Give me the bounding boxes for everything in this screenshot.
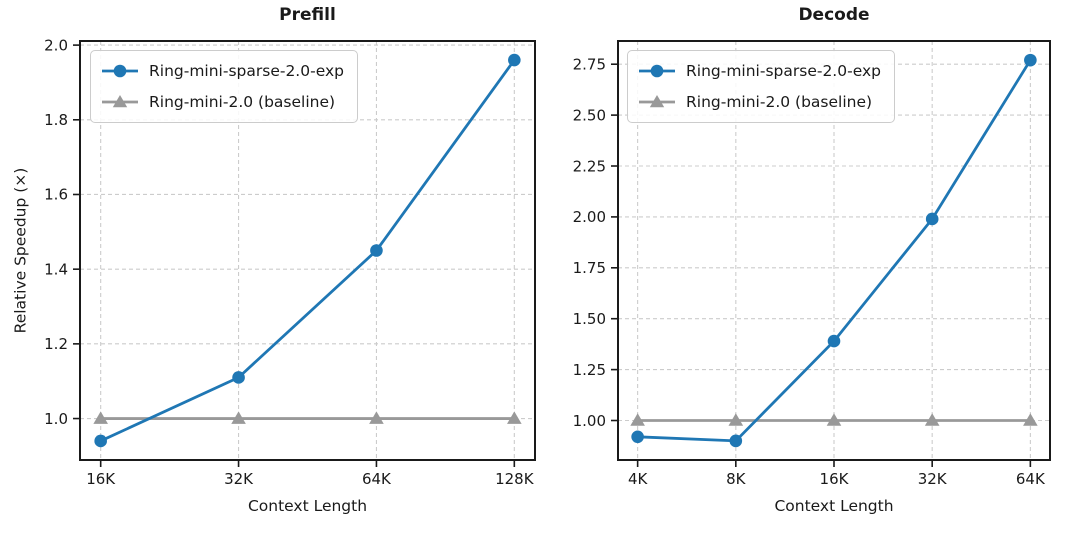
plot-area: 1.00 1.25 1.50 1.75 2.00 2.25 2.50 2.75 4K 8K 16K 3… — [573, 40, 1051, 488]
panel-prefill: Prefill Relative Speedup (×) 1.0 1.2 1.4 1.… — [12, 5, 536, 515]
y-tick-label: 1.25 — [573, 361, 606, 379]
legend-item-sparse: Ring-mini-sparse-2.0-exp — [637, 56, 881, 85]
data-point-marker — [827, 334, 841, 348]
y-tick-label: 1.00 — [573, 412, 606, 430]
axes-frame — [79, 40, 536, 461]
legend-label-sparse: Ring-mini-sparse-2.0-exp — [686, 61, 881, 80]
data-point-marker — [370, 244, 383, 257]
panel-decode: Decode 1.00 1.25 1.50 1.75 2.00 2.25 2.50 2.75 4… — [540, 0, 1080, 534]
y-tick-label: 2.00 — [573, 208, 606, 226]
legend-prefill: Ring-mini-sparse-2.0-exp Ring-mini-2.0 (… — [90, 50, 358, 123]
decode-plot-canvas: 1.00 1.25 1.50 1.75 2.00 2.25 2.50 2.75 4K 8K 16K 3… — [573, 40, 1051, 488]
y-tick-label: 2.50 — [573, 106, 606, 124]
legend-item-sparse: Ring-mini-sparse-2.0-exp — [100, 56, 344, 85]
y-tick-label: 1.6 — [44, 186, 68, 204]
legend-item-baseline: Ring-mini-2.0 (baseline) — [100, 87, 344, 116]
prefill-plot-canvas: 1.0 1.2 1.4 1.6 1.8 2.0 16K 32K 64K 128K — [44, 36, 536, 488]
chart-title-decode: Decode — [798, 5, 870, 25]
x-tick-label: 16K — [820, 470, 850, 488]
x-tick-label: 32K — [224, 470, 254, 488]
legend-label-baseline: Ring-mini-2.0 (baseline) — [686, 92, 873, 111]
x-axis-label-prefill: Context Length — [247, 497, 368, 515]
y-tick-label: 1.4 — [44, 260, 68, 278]
triangle-marker-icon — [639, 94, 675, 107]
data-point-marker — [231, 411, 246, 424]
series-line — [99, 58, 516, 443]
data-point-marker — [94, 434, 107, 448]
data-point-marker — [826, 413, 842, 426]
data-point-marker — [729, 434, 743, 448]
data-point-marker — [728, 413, 744, 426]
x-tick-label: 16K — [86, 470, 116, 488]
data-point-marker — [1024, 53, 1037, 67]
x-tick-label: 128K — [495, 470, 535, 488]
data-point-marker — [630, 413, 645, 426]
legend-label-sparse: Ring-mini-sparse-2.0-exp — [149, 61, 344, 80]
data-point-marker — [93, 411, 108, 424]
y-tick-label: 2.25 — [573, 157, 606, 175]
x-tick-label: 4K — [628, 470, 649, 488]
data-point-marker — [232, 371, 245, 384]
circle-marker-icon — [102, 64, 138, 77]
legend-label-baseline: Ring-mini-2.0 (baseline) — [149, 92, 336, 111]
data-point-marker — [631, 430, 644, 444]
data-point-marker — [369, 411, 384, 424]
legend-decode: Ring-mini-sparse-2.0-exp Ring-mini-2.0 (… — [627, 50, 895, 123]
y-tick-label: 2.75 — [573, 55, 606, 73]
data-point-marker — [508, 53, 521, 67]
data-point-marker — [925, 212, 939, 226]
x-tick-label: 8K — [726, 470, 747, 488]
data-point-marker — [924, 413, 940, 426]
y-tick-label: 1.0 — [44, 410, 68, 428]
triangle-marker-icon — [102, 94, 138, 107]
x-tick-label: 64K — [362, 470, 392, 488]
legend-item-baseline: Ring-mini-2.0 (baseline) — [637, 87, 881, 116]
chart-title-prefill: Prefill — [279, 5, 336, 25]
circle-marker-icon — [639, 64, 675, 77]
y-tick-label: 1.50 — [573, 310, 606, 328]
y-tick-label: 1.75 — [573, 259, 606, 277]
plot-area: 1.0 1.2 1.4 1.6 1.8 2.0 16K 32K 64K 128K — [44, 36, 536, 488]
y-tick-label: 2.0 — [44, 36, 68, 54]
y-tick-label: 1.8 — [44, 111, 68, 129]
data-point-marker — [507, 411, 522, 424]
y-tick-label: 1.2 — [44, 335, 68, 353]
x-axis-label-decode: Context Length — [774, 497, 894, 515]
x-tick-label: 64K — [1016, 470, 1046, 488]
x-tick-label: 32K — [918, 470, 948, 488]
data-point-marker — [1023, 413, 1038, 426]
